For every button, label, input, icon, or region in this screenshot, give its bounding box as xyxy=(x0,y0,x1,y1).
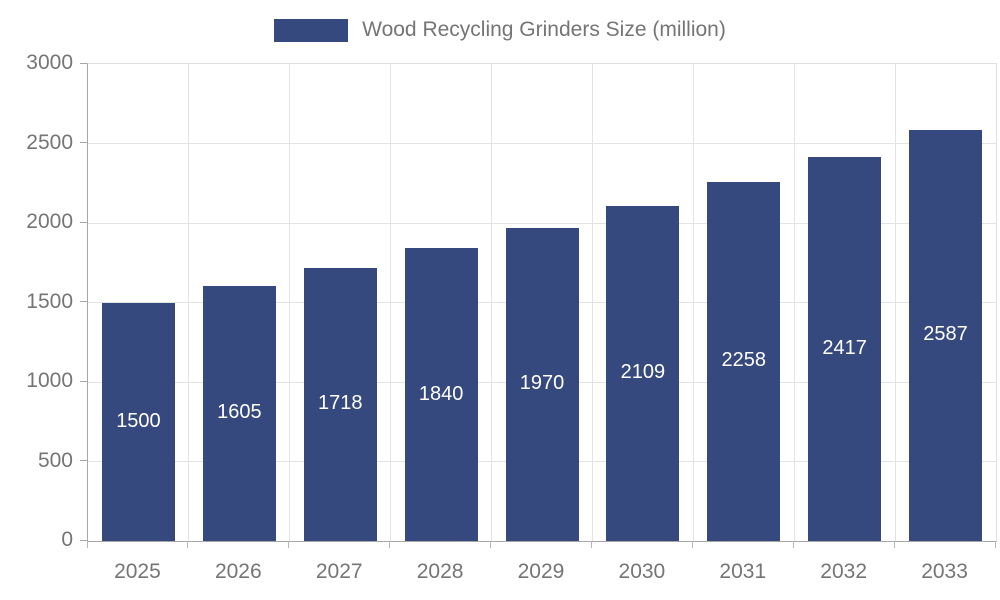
x-axis-label-2025: 2025 xyxy=(114,560,161,583)
bar-2032: 2417 xyxy=(808,156,882,541)
x-axis-label-2032: 2032 xyxy=(820,560,868,583)
gridline-vertical xyxy=(894,64,896,541)
bar-value-label: 2109 xyxy=(620,361,666,384)
x-axis-tick-mark xyxy=(893,541,895,548)
bar-value-label: 1970 xyxy=(519,372,565,395)
bar-2028: 1840 xyxy=(404,248,478,541)
gridline-horizontal xyxy=(88,222,996,224)
bar-2031: 2258 xyxy=(707,181,781,541)
gridline-vertical xyxy=(692,64,694,541)
y-axis-tick-label: 0 xyxy=(61,528,73,551)
y-axis-tick-mark xyxy=(80,460,87,461)
bar-value-label: 2258 xyxy=(721,349,767,372)
x-axis-tick-mark xyxy=(86,541,88,548)
y-axis-tick-label: 2000 xyxy=(26,210,73,233)
y-axis-tick-mark xyxy=(80,539,87,541)
bar-value-label: 2587 xyxy=(923,323,968,346)
gridline-vertical xyxy=(188,64,190,541)
gridline-vertical xyxy=(793,64,795,541)
bar-2030: 2109 xyxy=(606,205,680,541)
bar-2026: 1605 xyxy=(202,285,276,541)
x-axis-label-2029: 2029 xyxy=(517,560,565,583)
bar-value-label: 1500 xyxy=(116,409,161,432)
y-axis-tick-mark xyxy=(80,62,87,64)
y-axis-tick-mark xyxy=(80,142,87,143)
x-axis-label-2027: 2027 xyxy=(315,560,363,583)
legend-swatch[interactable] xyxy=(274,18,349,42)
bar-value-label: 2417 xyxy=(822,336,867,359)
x-axis-label-2030: 2030 xyxy=(618,560,666,583)
y-axis-tick-mark xyxy=(80,221,87,223)
x-axis-tick-mark xyxy=(590,541,592,548)
y-axis-tick-label: 500 xyxy=(37,448,73,472)
x-axis-label-2031: 2031 xyxy=(719,560,767,583)
bar-2027: 1718 xyxy=(303,267,377,541)
x-axis-tick-mark xyxy=(792,541,794,548)
bar-2033: 2587 xyxy=(909,129,983,541)
y-axis-tick-mark xyxy=(80,380,87,382)
legend-label[interactable]: Wood Recycling Grinders Size (million) xyxy=(362,18,726,41)
y-axis-tick-label: 1000 xyxy=(26,369,73,392)
y-axis-tick-label: 1500 xyxy=(26,289,73,313)
x-axis-label-2026: 2026 xyxy=(214,560,262,583)
gridline-horizontal xyxy=(88,143,996,144)
y-axis-tick-mark xyxy=(80,301,87,302)
bar-2029: 1970 xyxy=(505,227,579,541)
x-axis-tick-mark xyxy=(389,541,391,548)
x-axis-tick-mark xyxy=(994,541,996,548)
gridline-vertical xyxy=(491,64,493,541)
chart-legend: Wood Recycling Grinders Size (million) xyxy=(0,18,1000,42)
plot-area: 1500 1605 1718 1840 1970 2109 2258 2417 2587 xyxy=(87,63,997,542)
gridline-vertical xyxy=(390,64,392,541)
bar-value-label: 1605 xyxy=(217,401,262,424)
x-axis-label-2033: 2033 xyxy=(921,560,968,583)
x-axis-tick-mark xyxy=(288,541,290,548)
x-axis-tick-mark xyxy=(691,541,693,548)
gridline-vertical xyxy=(289,64,291,541)
y-axis-tick-label: 3000 xyxy=(26,51,73,74)
bar-2025: 1500 xyxy=(101,302,175,541)
y-axis-tick-label: 2500 xyxy=(26,130,73,154)
x-axis-label-2028: 2028 xyxy=(416,560,464,583)
bar-value-label: 1718 xyxy=(317,392,363,415)
bar-value-label: 1840 xyxy=(418,382,464,405)
x-axis-tick-mark xyxy=(187,541,189,548)
x-axis-tick-mark xyxy=(490,541,492,548)
gridline-vertical xyxy=(591,64,593,541)
